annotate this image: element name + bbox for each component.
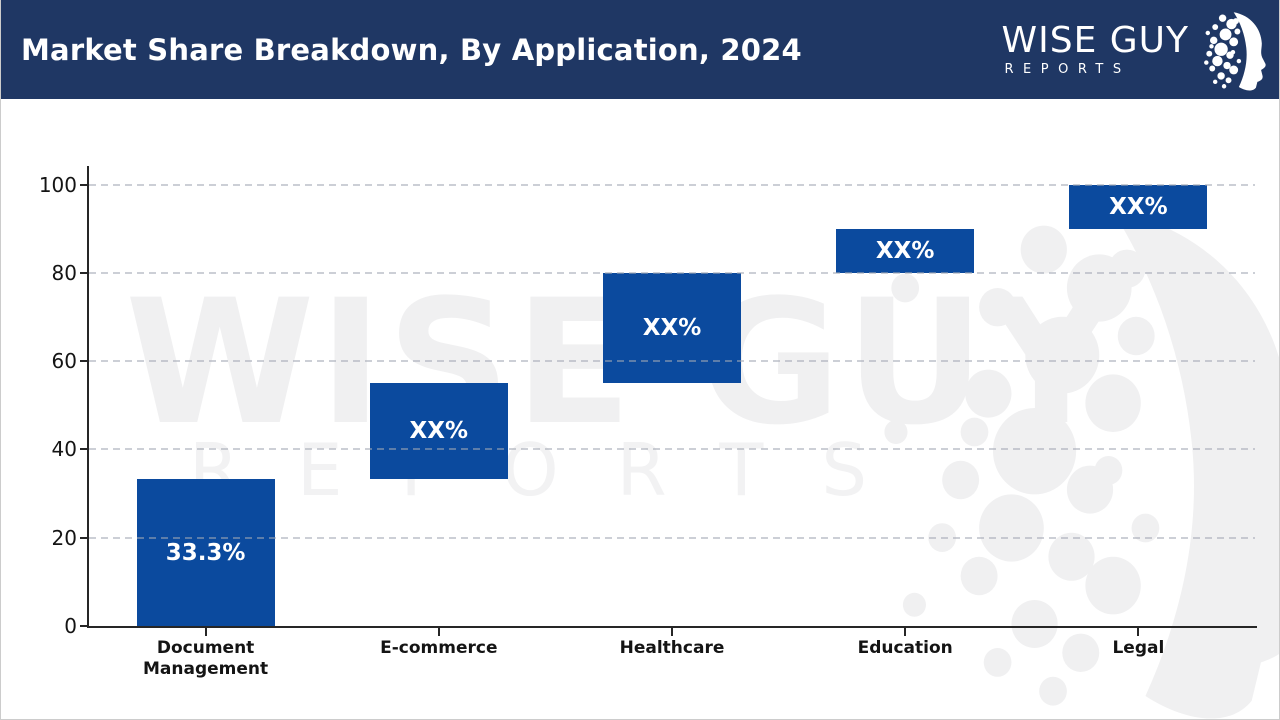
y-tick-mark [80, 271, 89, 274]
y-tick-label: 0 [64, 614, 77, 638]
y-tick-label: 40 [51, 437, 77, 462]
bar-label-legal: XX% [1109, 193, 1168, 220]
logo-subtext: REPORTS [1004, 62, 1131, 77]
bar-education [836, 228, 975, 273]
x-category-label-document-management: Document Management [143, 638, 269, 679]
x-tick-mark [204, 628, 207, 636]
bar-healthcare [603, 272, 741, 384]
x-tick-mark [671, 628, 673, 636]
x-category-label-healthcare: Healthcare [619, 638, 725, 658]
y-tick-mark [80, 448, 89, 451]
bar-label-education: XX% [875, 237, 935, 264]
y-tick-label: 20 [51, 525, 77, 550]
gridline-100 [89, 183, 1255, 186]
logo-text: WISE GUY REPORTS [1001, 20, 1190, 78]
y-tick-label: 80 [51, 260, 77, 285]
bar-document-management [136, 479, 275, 626]
y-tick-mark [80, 625, 89, 627]
logo-head-icon [1204, 11, 1266, 90]
gridline-60 [89, 360, 1255, 363]
logo-wordmark: WISE GUY [1001, 20, 1189, 61]
x-category-label-education: Education [857, 638, 953, 658]
x-tick-mark [1137, 628, 1140, 636]
x-tick-mark [904, 628, 907, 636]
y-tick-mark [80, 183, 89, 186]
gridline-40 [89, 448, 1255, 451]
y-tick-mark [80, 360, 89, 363]
y-tick-label: 60 [51, 349, 77, 374]
x-tick-mark [437, 628, 440, 636]
wiseguy-logo: WISE GUY REPORTS [1002, 9, 1268, 91]
x-axis-line [87, 626, 1257, 628]
header-bar: Market Share Breakdown, By Application, … [1, 0, 1279, 99]
y-tick-label: 100 [38, 172, 77, 197]
gridline-80 [89, 271, 1255, 274]
chart-title: Market Share Breakdown, By Application, … [21, 32, 802, 67]
bar-e-commerce [369, 383, 508, 480]
x-category-label-e-commerce: E-commerce [380, 638, 498, 658]
bar-label-healthcare: XX% [642, 315, 702, 342]
gridline-20 [89, 536, 1255, 539]
bar-label-document-management: 33.3% [165, 539, 246, 566]
y-tick-mark [80, 536, 89, 539]
y-axis-line [87, 166, 89, 628]
bar-label-e-commerce: XX% [409, 418, 469, 445]
x-category-label-legal: Legal [1112, 638, 1165, 658]
